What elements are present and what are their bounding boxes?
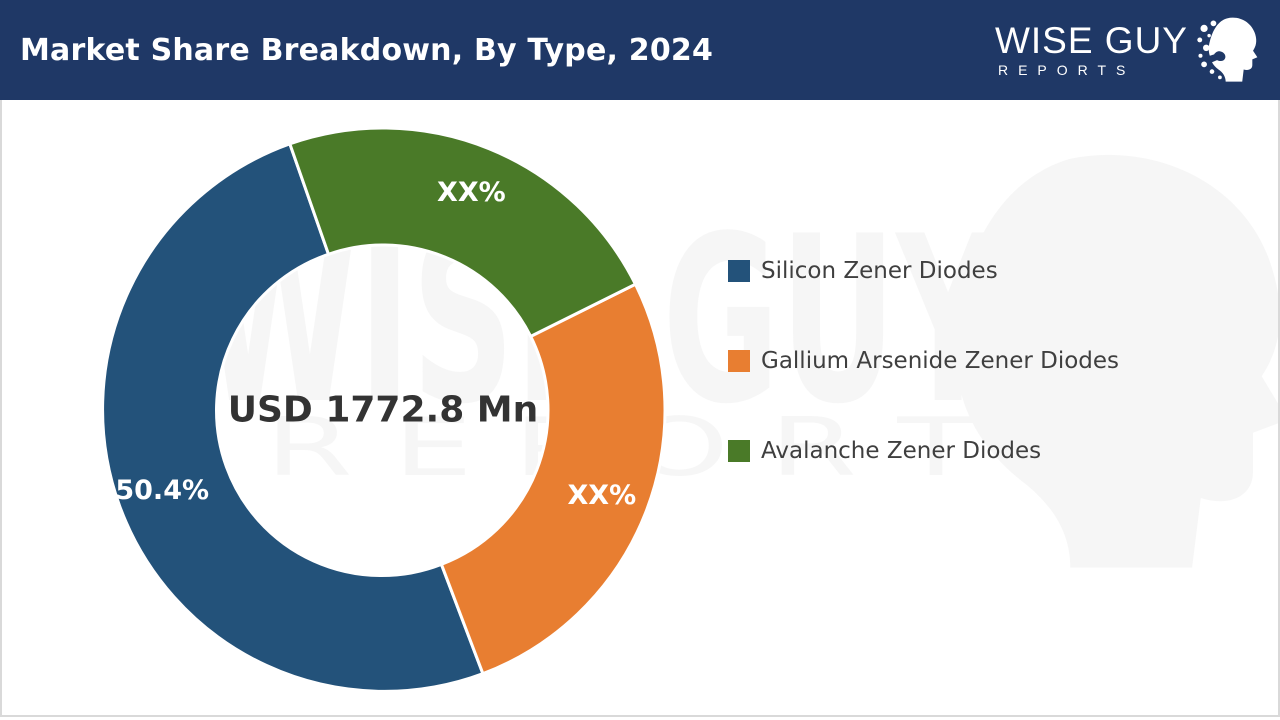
wedge-value-label: 50.4%: [115, 475, 209, 506]
legend-swatch: [728, 260, 750, 282]
wiseguy-logo-text: WISE GUY REPORTS: [995, 22, 1188, 78]
legend-label: Gallium Arsenide Zener Diodes: [761, 348, 1120, 374]
legend-swatch: [728, 350, 750, 372]
header-bar: Market Share Breakdown, By Type, 2024 WI…: [0, 0, 1280, 100]
legend-label: Silicon Zener Diodes: [761, 258, 998, 284]
wiseguy-logo: WISE GUY REPORTS: [995, 8, 1280, 92]
chart-legend: Silicon Zener Diodes Gallium Arsenide Zen…: [728, 257, 1119, 527]
logo-wiseguy-label: WISE GUY: [994, 20, 1188, 61]
donut-center-value: USD 1772.8 Mn: [228, 390, 538, 431]
wiseguy-face-icon: [1197, 17, 1258, 82]
watermark-reports-text: R E P O R T S: [265, 401, 1095, 494]
wedge-silicon-zener-diodes: [101, 142, 485, 693]
wedge-value-label: XX%: [437, 177, 506, 208]
legend-item-silicon-zener-diodes: Silicon Zener Diodes: [728, 257, 1119, 285]
watermark-face: [955, 155, 1280, 568]
wedge-gallium-arsenide-zener-diodes: [439, 282, 667, 676]
legend-swatch: [728, 440, 750, 462]
wedge-avalanche-zener-diodes: [288, 126, 637, 338]
content-frame: [0, 100, 1280, 717]
logo-reports-label: REPORTS: [997, 62, 1136, 78]
legend-item-avalanche-zener-diodes: Avalanche Zener Diodes: [728, 437, 1119, 465]
legend-label: Avalanche Zener Diodes: [761, 438, 1042, 464]
page-title: Market Share Breakdown, By Type, 2024: [20, 32, 714, 68]
legend-item-gallium-arsenide-zener-diodes: Gallium Arsenide Zener Diodes: [728, 347, 1119, 375]
wedge-value-label: XX%: [567, 480, 636, 511]
